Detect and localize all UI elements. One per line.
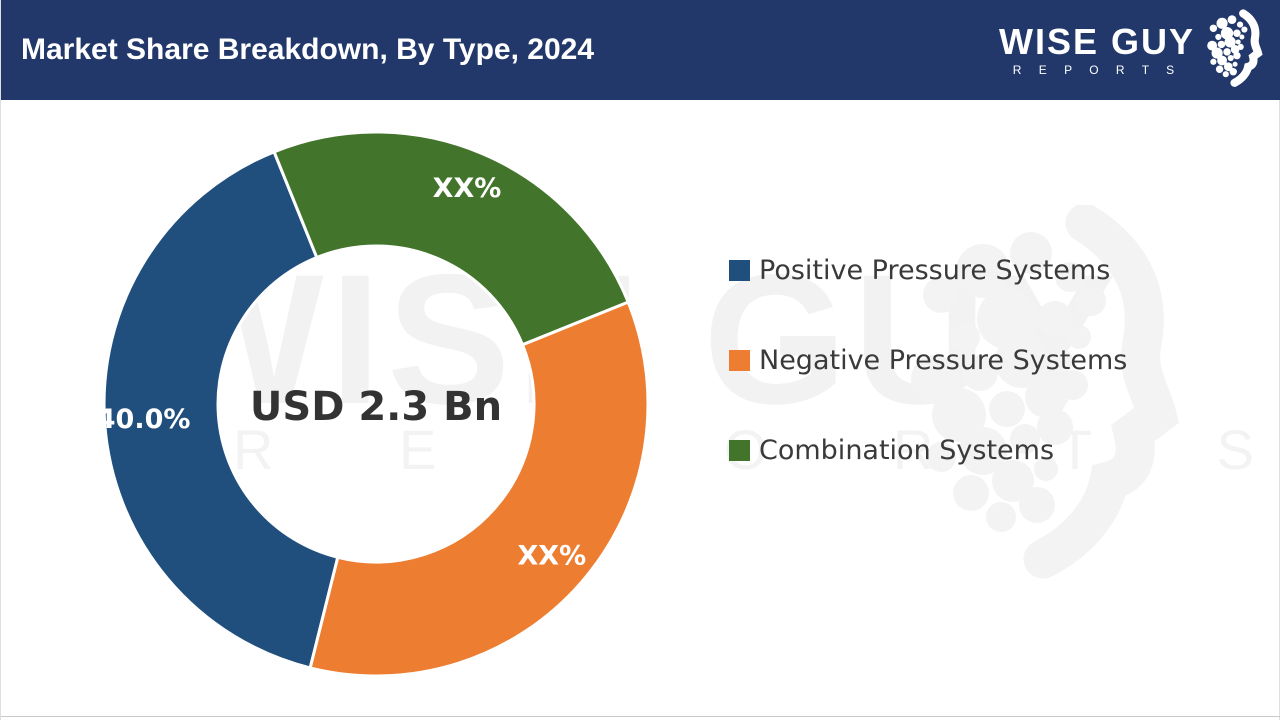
legend-swatch-orange [729, 349, 750, 371]
legend-label: Combination Systems [759, 434, 1055, 466]
brand-logo: WISE GUY R E P O R T S [999, 9, 1263, 91]
slice-label: XX% [433, 173, 502, 204]
brand-logo-subtitle: R E P O R T S [1012, 63, 1182, 77]
legend-swatch-blue [729, 259, 750, 281]
legend-label: Positive Pressure Systems [759, 254, 1111, 286]
legend-item: Negative Pressure Systems [729, 344, 1127, 376]
donut-segment-negative-pressure-systems [308, 300, 650, 678]
slice-label: XX% [517, 540, 586, 571]
legend-item: Combination Systems [729, 434, 1127, 466]
brand-logo-name: WISE GUY [998, 21, 1195, 62]
page-title: Market Share Breakdown, By Type, 2024 [21, 33, 595, 66]
brand-face-icon [1207, 9, 1263, 87]
chart-center-value: USD 2.3 Bn [249, 384, 503, 430]
header: Market Share Breakdown, By Type, 2024 WI… [1, 0, 1280, 100]
donut-segment-combination-systems [272, 130, 630, 347]
slice-label: 40.0% [97, 404, 191, 435]
legend-swatch-green [729, 439, 750, 461]
chart-legend: Positive Pressure Systems Negative Press… [729, 254, 1127, 466]
legend-item: Positive Pressure Systems [729, 254, 1127, 286]
bottom-divider [1, 716, 1280, 717]
legend-label: Negative Pressure Systems [759, 344, 1128, 376]
